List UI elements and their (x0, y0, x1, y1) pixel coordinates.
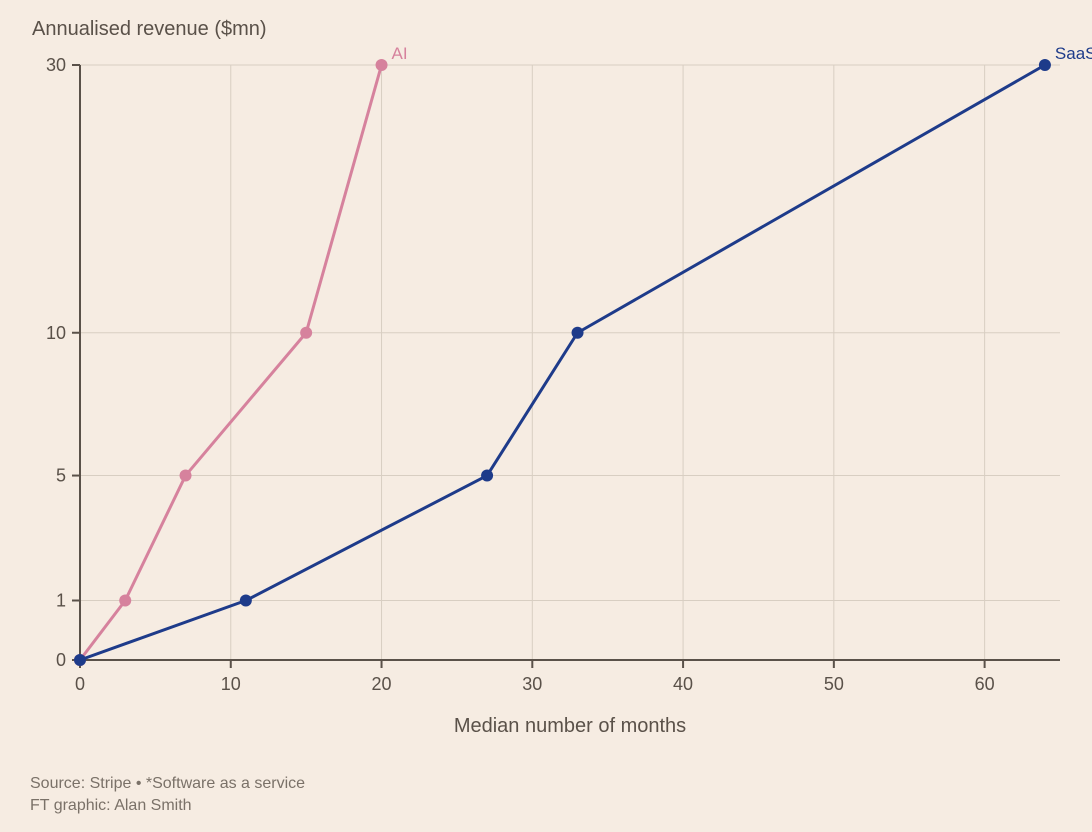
data-point (180, 470, 192, 482)
x-axis-label: Median number of months (454, 715, 686, 737)
credit-line: FT graphic: Alan Smith (30, 797, 192, 814)
data-point (376, 59, 388, 71)
source-line: Source: Stripe • *Software as a service (30, 775, 305, 792)
y-tick-label: 30 (46, 55, 66, 75)
data-point (300, 327, 312, 339)
data-point (240, 595, 252, 607)
line-chart: 0 10 20 30 40 50 60 0 1 5 10 30 Annualised revenue (… (0, 0, 1092, 832)
data-point (119, 595, 131, 607)
x-tick-label: 10 (221, 674, 241, 694)
data-point (572, 327, 584, 339)
x-tick-label: 20 (372, 674, 392, 694)
data-point (1039, 59, 1051, 71)
x-tick-label: 40 (673, 674, 693, 694)
data-point (74, 654, 86, 666)
series-label: AI (392, 44, 408, 63)
y-tick-label: 5 (56, 466, 66, 486)
y-axis-label: Annualised revenue ($mn) (32, 18, 267, 40)
data-point (481, 470, 493, 482)
x-tick-label: 50 (824, 674, 844, 694)
y-tick-label: 0 (56, 650, 66, 670)
x-tick-label: 0 (75, 674, 85, 694)
y-tick-label: 10 (46, 323, 66, 343)
x-tick-label: 30 (522, 674, 542, 694)
chart-container: 0 10 20 30 40 50 60 0 1 5 10 30 Annualised revenue (… (0, 0, 1092, 832)
y-tick-label: 1 (56, 591, 66, 611)
x-tick-label: 60 (975, 674, 995, 694)
series-label: SaaS (1055, 44, 1092, 63)
chart-background (0, 0, 1092, 832)
